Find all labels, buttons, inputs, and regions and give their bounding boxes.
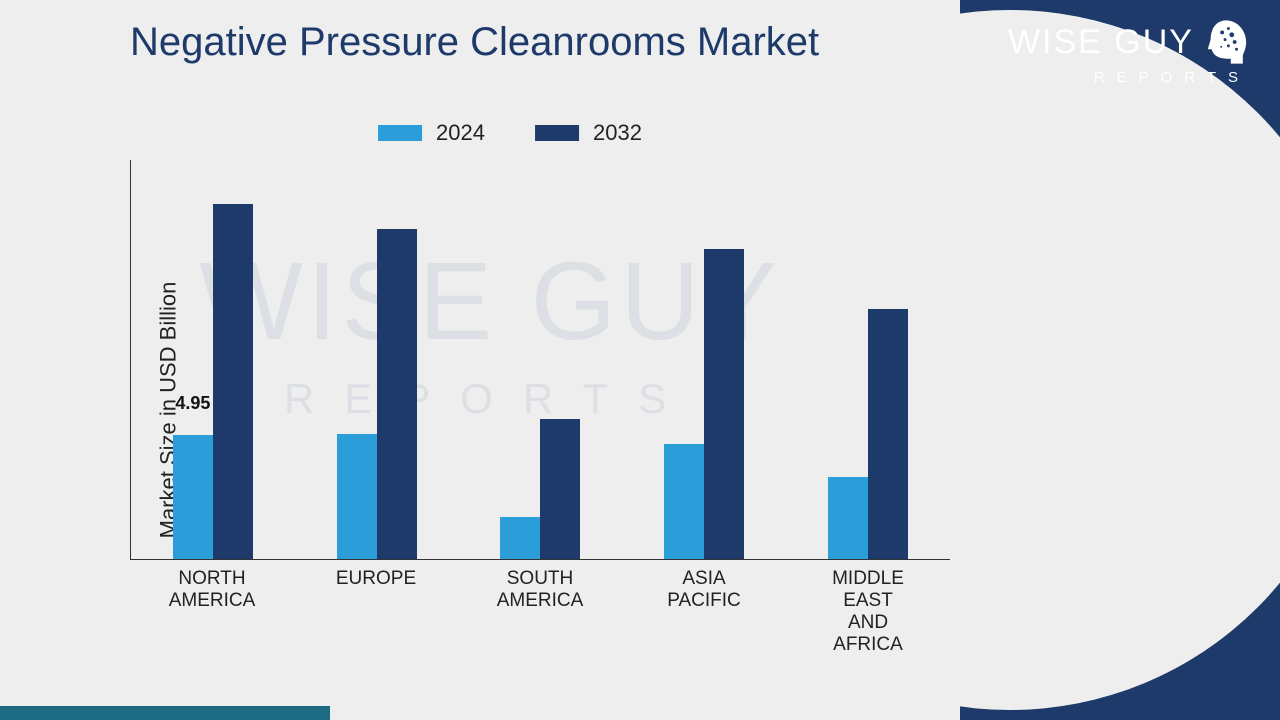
x-tick-label: SOUTHAMERICA: [465, 568, 615, 655]
bar-2024: [828, 477, 868, 560]
chart-area: 2024 2032 Market Size in USD Billion 4.9…: [60, 130, 960, 690]
x-axis-labels: NORTHAMERICAEUROPESOUTHAMERICAASIAPACIFI…: [130, 568, 950, 655]
bar-2024: [337, 434, 377, 559]
bar-group: [302, 229, 452, 559]
legend-label-2032: 2032: [593, 120, 642, 146]
legend-swatch-2032: [535, 125, 579, 141]
legend-label-2024: 2024: [436, 120, 485, 146]
bar-2032: [868, 309, 908, 559]
bottom-accent-bar: [0, 706, 330, 720]
legend-swatch-2024: [378, 125, 422, 141]
bar-group: [793, 309, 943, 559]
brand-name: WISE GUY: [1008, 25, 1194, 59]
brand-logo: WISE GUY REPORTS: [1008, 18, 1250, 85]
bar-group: [465, 419, 615, 559]
x-tick-label: ASIAPACIFIC: [629, 568, 779, 655]
bar-2024: [664, 444, 704, 559]
legend: 2024 2032: [378, 120, 642, 146]
legend-item-2024: 2024: [378, 120, 485, 146]
plot-area: 4.95: [130, 160, 950, 560]
bar-2032: [540, 419, 580, 559]
bar-value-label: 4.95: [175, 393, 210, 414]
chart-canvas: WISE GUY REPORTS Negative Pressure Clean…: [0, 0, 1280, 720]
x-tick-label: NORTHAMERICA: [137, 568, 287, 655]
bar-group: [629, 249, 779, 559]
x-tick-label: EUROPE: [301, 568, 451, 655]
legend-item-2032: 2032: [535, 120, 642, 146]
bars-row: 4.95: [131, 160, 950, 559]
bar-2024: [173, 435, 213, 559]
chart-title: Negative Pressure Cleanrooms Market: [130, 20, 819, 65]
bar-2024: [500, 517, 540, 560]
bar-2032: [704, 249, 744, 559]
x-tick-label: MIDDLEEASTANDAFRICA: [793, 568, 943, 655]
bar-2032: [213, 204, 253, 559]
bar-2032: [377, 229, 417, 559]
bar-group: 4.95: [138, 204, 288, 559]
brand-subname: REPORTS: [1008, 70, 1250, 85]
brand-head-icon: [1202, 18, 1250, 66]
